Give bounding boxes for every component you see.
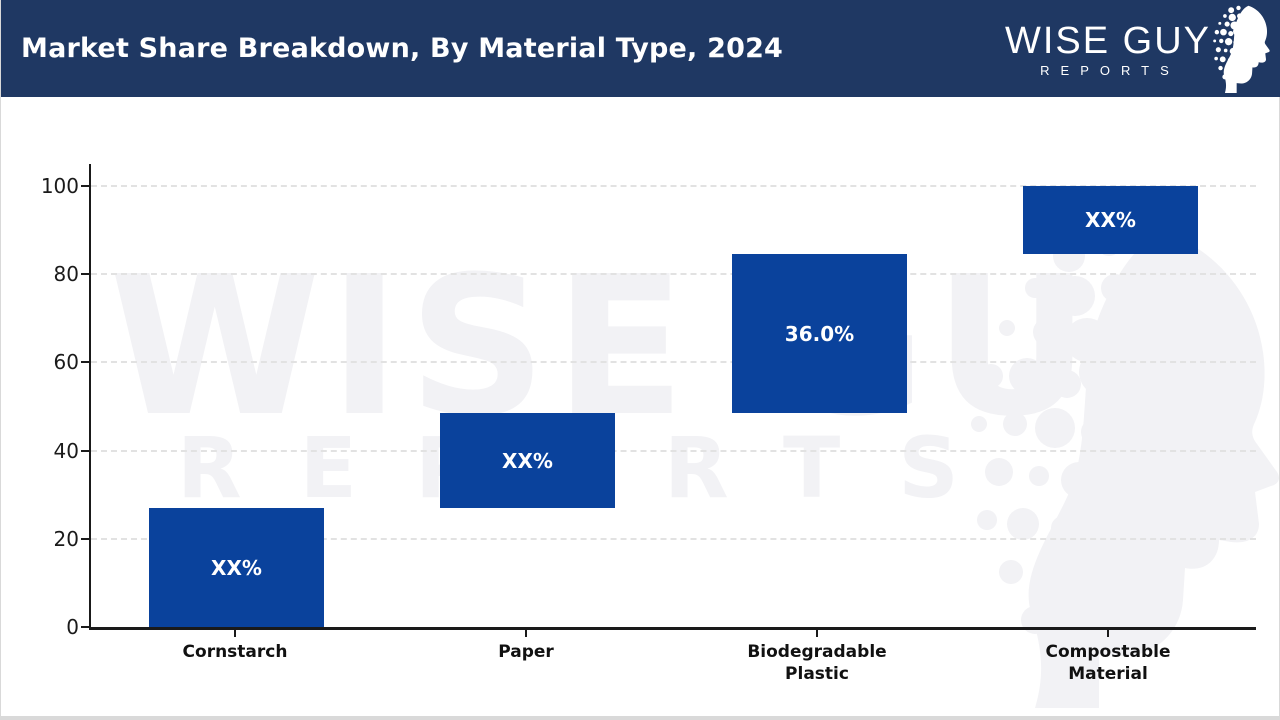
page-title: Market Share Breakdown, By Material Type… (21, 33, 784, 64)
gridline-y-20 (91, 537, 1256, 540)
brand-subtitle: REPORTS (1040, 63, 1180, 79)
y-tick-mark-100 (81, 185, 89, 187)
brand-logo-text: WISE GUY REPORTS (1004, 19, 1211, 79)
y-tick-mark-60 (81, 361, 89, 364)
y-tick-label-40: 40 (53, 438, 79, 463)
brand-logo: WISE GUY REPORTS (1005, 4, 1271, 94)
bar-paper: XX% (440, 413, 615, 508)
y-axis: 0 20 40 60 80 100 (1, 164, 79, 639)
gridline-y-80 (91, 273, 1256, 276)
y-tick-mark-40 (81, 449, 89, 452)
y-tick-label-80: 80 (53, 262, 79, 287)
bar-value-label: XX% (502, 448, 553, 473)
y-tick-mark-80 (81, 273, 89, 276)
gridline-y-100 (91, 185, 1256, 187)
header-bar: Market Share Breakdown, By Material Type… (1, 0, 1280, 97)
bar-value-label: XX% (211, 555, 262, 580)
y-tick-label-100: 100 (40, 174, 79, 198)
x-tick-label: Paper (498, 642, 554, 662)
gridline-y-60 (91, 361, 1256, 364)
x-tick-mark (1107, 630, 1109, 637)
y-tick-label-0: 0 (66, 615, 79, 639)
y-tick-label-20: 20 (53, 526, 79, 551)
bar-cornstarch: XX% (149, 508, 324, 627)
y-tick-mark-0 (81, 626, 89, 628)
y-tick-mark-20 (81, 537, 89, 540)
y-tick-label-60: 60 (53, 350, 79, 375)
x-tick-label: Cornstarch (182, 642, 288, 662)
x-tick-mark (234, 630, 236, 637)
brand-name: WISE GUY (1004, 19, 1211, 62)
bottom-strip (1, 716, 1280, 720)
plot-area: XX% XX% 36.0% XX% (89, 164, 1256, 630)
bar-compostable-material: XX% (1023, 186, 1198, 254)
gridline-y-40 (91, 449, 1256, 452)
bar-value-label: 36.0% (784, 321, 855, 346)
x-tick-label: Compostable Material (1045, 642, 1171, 685)
bar-value-label: XX% (1085, 208, 1136, 232)
x-tick-mark (816, 630, 818, 637)
x-tick-label: Biodegradable Plastic (747, 642, 887, 685)
dotted-head-icon (1213, 5, 1270, 93)
x-tick-mark (525, 630, 527, 637)
bar-biodegradable-plastic: 36.0% (732, 254, 907, 413)
